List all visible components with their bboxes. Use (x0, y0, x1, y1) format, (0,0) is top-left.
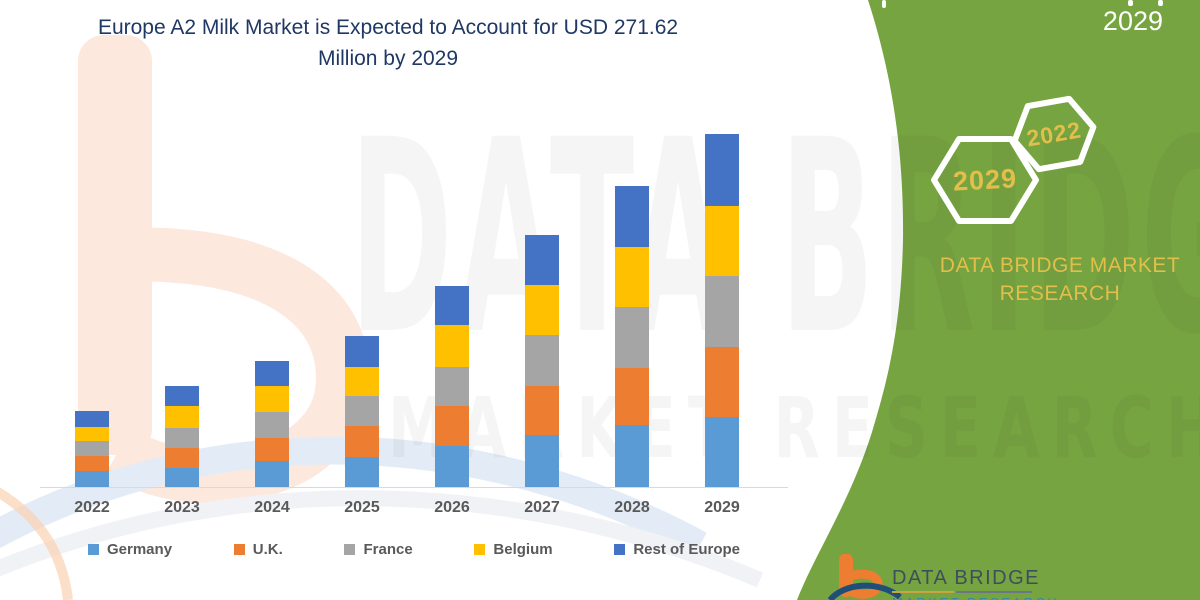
cutoff-text-fragment (1128, 0, 1133, 6)
bar-segment-u-k--2028 (615, 367, 649, 425)
bar-segment-u-k--2029 (705, 346, 739, 417)
footer-brand-name: DATA BRIDGE (892, 567, 1041, 589)
legend-label: Germany (107, 541, 173, 558)
watermark-swoosh-gray (0, 490, 764, 588)
hexagon-outline (1011, 95, 1097, 173)
x-axis-label-2022: 2022 (74, 499, 110, 516)
legend-swatch (344, 544, 356, 555)
cutoff-text-fragment (1158, 0, 1163, 6)
legend-swatch (233, 544, 245, 555)
bar-segment-germany-2027 (525, 435, 559, 487)
x-axis-label-2026: 2026 (434, 499, 470, 516)
hexagon-2029: 2029 (930, 134, 1040, 226)
chart-title-line1: Europe A2 Milk Market is Expected to Acc… (97, 16, 679, 39)
bar-segment-belgium-2028 (615, 246, 649, 307)
bar-segment-belgium-2024 (255, 386, 289, 412)
bar-segment-u-k--2022 (75, 456, 109, 471)
panel-brand-text: DATA BRIDGE MARKET RESEARCH (928, 252, 1192, 308)
bar-segment-belgium-2027 (525, 285, 559, 336)
bar-segment-germany-2024 (255, 461, 289, 487)
bar-segment-u-k--2023 (165, 448, 199, 468)
legend-label: Belgium (493, 541, 553, 558)
x-axis-label-2029: 2029 (704, 499, 740, 516)
bar-segment-rest-of-europe-2025 (345, 335, 379, 367)
legend-item-germany: Germany (88, 541, 172, 558)
legend-label: Rest of Europe (633, 541, 740, 558)
legend-item-france: France (344, 541, 413, 558)
legend-swatch (474, 544, 486, 555)
top-right-year-label: 2029 (1102, 6, 1163, 36)
bar-segment-rest-of-europe-2024 (255, 361, 289, 386)
footer-rule-gold (892, 591, 954, 593)
bar-segment-u-k--2026 (435, 406, 469, 447)
bar-segment-rest-of-europe-2022 (75, 411, 109, 428)
legend-label: France (363, 541, 413, 558)
bar-segment-germany-2023 (165, 468, 199, 487)
bar-segment-france-2025 (345, 395, 379, 426)
panel-brand-line2: RESEARCH (999, 282, 1121, 305)
watermark-orange-arc (0, 487, 73, 600)
bar-segment-germany-2025 (345, 456, 379, 487)
chart-legend: Germany U.K. France Belgium Rest of Europe (88, 541, 740, 558)
x-axis-label-2024: 2024 (254, 499, 290, 516)
bar-segment-france-2029 (705, 275, 739, 347)
chart-title-line2: Million by 2029 (317, 47, 459, 70)
x-axis-label-2023: 2023 (164, 499, 200, 516)
panel-brand-line1: DATA BRIDGE MARKET (939, 254, 1181, 277)
bar-segment-u-k--2024 (255, 438, 289, 461)
bar-segment-germany-2022 (75, 471, 109, 487)
watermark-text-data-bridge: DATA BRIDGE (350, 82, 1200, 394)
bar-segment-france-2028 (615, 307, 649, 368)
bar-segment-germany-2029 (705, 416, 739, 487)
bar-segment-rest-of-europe-2029 (705, 133, 739, 206)
bar-segment-belgium-2025 (345, 366, 379, 396)
footer-brand-sub: MARKET RESEARCH (892, 595, 1059, 600)
bar-segment-u-k--2025 (345, 425, 379, 457)
hexagon-outline (931, 136, 1039, 224)
chart-title: Europe A2 Milk Market is Expected to Acc… (48, 12, 728, 74)
bar-segment-rest-of-europe-2023 (165, 386, 199, 407)
bar-segment-germany-2026 (435, 446, 469, 487)
bar-segment-rest-of-europe-2026 (435, 286, 469, 326)
x-axis-label-2025: 2025 (344, 499, 380, 516)
bar-segment-france-2027 (525, 335, 559, 386)
x-axis-label-2027: 2027 (524, 499, 560, 516)
legend-item-belgium: Belgium (474, 541, 553, 558)
legend-swatch (88, 544, 99, 555)
legend-label: U.K. (252, 541, 283, 558)
legend-item-rest-of-europe: Rest of Europe (614, 541, 740, 558)
bar-segment-belgium-2026 (435, 325, 469, 368)
watermark-text-market-research: MARKET RESEARCH (388, 380, 1200, 478)
legend-swatch (614, 544, 626, 555)
bar-segment-rest-of-europe-2027 (525, 235, 559, 286)
bar-segment-france-2026 (435, 367, 469, 407)
hexagon-2022-label: 2022 (1024, 115, 1084, 152)
x-axis-line (40, 487, 788, 488)
bar-segment-france-2022 (75, 441, 109, 457)
bar-segment-france-2023 (165, 427, 199, 448)
x-axis-label-2028: 2028 (614, 499, 650, 516)
bar-segment-belgium-2023 (165, 406, 199, 428)
bar-segment-germany-2028 (615, 425, 649, 487)
bar-segment-belgium-2022 (75, 427, 109, 442)
cutoff-text-fragment (882, 0, 886, 8)
bar-segment-france-2024 (255, 412, 289, 438)
datab-bridge-b-watermark (0, 35, 764, 600)
bar-segment-u-k--2027 (525, 386, 559, 435)
bar-segment-belgium-2029 (705, 205, 739, 276)
watermark-b-bowl (104, 227, 370, 504)
hexagon-2022: 2022 (1004, 90, 1104, 178)
footer-rule-gray (956, 591, 1032, 593)
legend-item-u-k-: U.K. (233, 541, 283, 558)
watermark-swoosh-blue (0, 436, 707, 558)
bar-segment-rest-of-europe-2028 (615, 186, 649, 247)
